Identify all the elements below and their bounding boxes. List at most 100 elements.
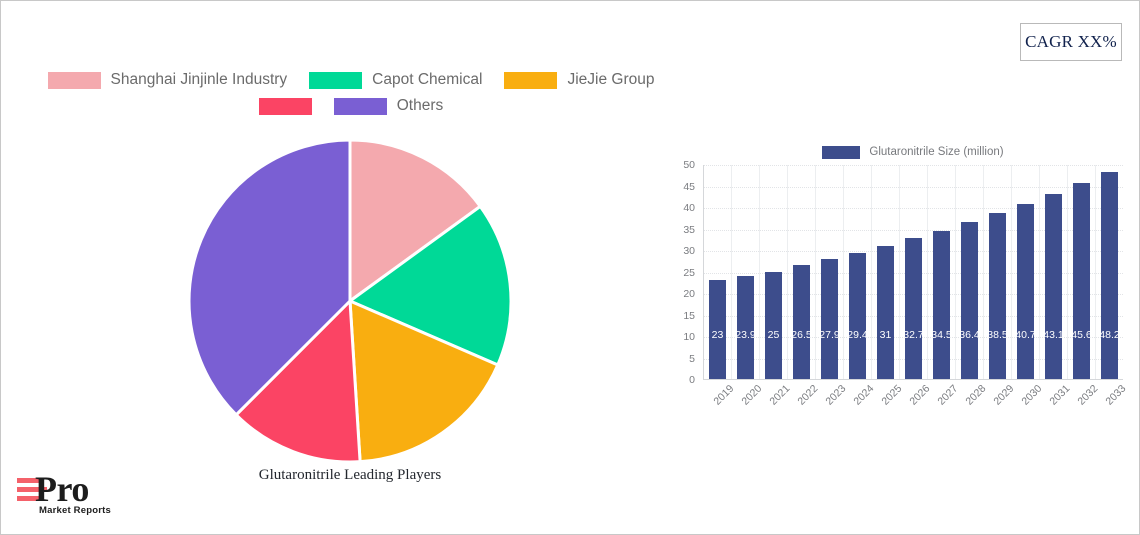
legend-swatch	[47, 71, 101, 89]
logo-mark: Pro Market Reports	[17, 469, 112, 516]
bar[interactable]: 23.9	[735, 276, 756, 379]
bar[interactable]: 23	[708, 280, 727, 379]
pie-legend-row-2: Others	[1, 97, 701, 115]
x-axis-cell: 2022	[787, 381, 820, 431]
x-axis-cell: 2028	[955, 381, 988, 431]
bar-value-label: 26.5	[791, 329, 812, 341]
bar-column: 34.5	[928, 165, 956, 379]
bar[interactable]: 34.5	[931, 230, 952, 379]
y-axis-tick-label: 45	[683, 180, 695, 193]
y-axis-tick-label: 5	[689, 352, 695, 365]
x-axis-cell: 2033	[1095, 381, 1128, 431]
y-axis-tick-label: 40	[683, 202, 695, 214]
bar-column: 29.4	[844, 165, 872, 379]
bar-column: 38.5	[984, 165, 1012, 379]
bar-value-label: 40.7	[1015, 329, 1036, 341]
bar-chart-y-axis: 0 5 10 15 20 25 30 35 40 45 50	[673, 159, 699, 386]
bar[interactable]: 48.2	[1099, 171, 1120, 379]
pie-chart-svg	[187, 138, 513, 464]
bar-value-label: 25	[767, 329, 780, 341]
legend-label: Others	[396, 97, 444, 114]
legend-label: Shanghai Jinjinle Industry	[110, 71, 288, 88]
bar[interactable]: 31	[876, 245, 895, 379]
bar-column: 45.6	[1068, 165, 1096, 379]
pie-slice[interactable]	[187, 138, 352, 417]
bar-value-label: 45.6	[1071, 329, 1092, 341]
x-axis-cell: 2032	[1067, 381, 1100, 431]
bar[interactable]: 25	[764, 271, 783, 379]
bar-chart-x-axis: 2019 2020 2021 2022 2023 2024 2025 2026 2027 2028…	[703, 381, 1128, 431]
bar[interactable]: 26.5	[791, 265, 812, 379]
bar[interactable]: 29.4	[847, 252, 868, 379]
x-axis-cell: 2019	[703, 381, 736, 431]
bar-column: 25	[760, 165, 788, 379]
gridline	[704, 165, 1123, 166]
bar-value-label: 36.4	[959, 329, 980, 341]
pie-legend: Shanghai Jinjinle Industry Capot Chemical…	[1, 71, 701, 123]
bar-plot-area: 0 5 10 15 20 25 30 35 40 45 50 23 23.9 25 26.5 27.9 29.…	[673, 159, 1128, 408]
x-axis-cell: 2029	[983, 381, 1016, 431]
y-axis-tick-label: 30	[683, 245, 695, 257]
y-axis-tick-label: 25	[683, 266, 695, 279]
legend-label: Capot Chemical	[372, 71, 483, 88]
y-axis-tick-label: 50	[683, 159, 695, 171]
bar[interactable]: 38.5	[987, 213, 1008, 379]
bar-value-label: 48.2	[1099, 329, 1120, 341]
gridline	[704, 229, 1123, 231]
bar[interactable]: 27.9	[819, 259, 840, 379]
bar-value-label: 23.9	[735, 329, 756, 341]
pie-legend-item[interactable]	[258, 97, 312, 115]
y-axis-tick-label: 20	[683, 288, 695, 300]
y-axis-tick-label: 0	[689, 374, 695, 386]
pie-legend-item[interactable]: Shanghai Jinjinle Industry	[47, 71, 288, 89]
bar-chart-bars: 23 23.9 25 26.5 27.9 29.4 31 32.7 34.5 36.4 38.5 40…	[704, 165, 1123, 379]
x-axis-tick-label: 2033	[1103, 382, 1129, 408]
bar-column: 23	[704, 165, 732, 379]
gridline	[704, 186, 1123, 188]
bar-column: 26.5	[788, 165, 816, 379]
pie-slice[interactable]	[234, 297, 362, 464]
legend-label: JieJie Group	[567, 71, 655, 88]
bar-column: 32.7	[900, 165, 928, 379]
legend-swatch	[333, 97, 387, 115]
bar-value-label: 32.7	[903, 329, 924, 341]
pie-legend-item[interactable]: Others	[333, 97, 444, 115]
bar-column: 36.4	[956, 165, 984, 379]
bar-column: 48.2	[1096, 165, 1123, 379]
pie-slice[interactable]	[346, 204, 513, 367]
bar[interactable]: 36.4	[959, 222, 980, 379]
pie-chart-caption: Glutaronitrile Leading Players	[258, 467, 442, 483]
bar-column: 27.9	[816, 165, 844, 379]
x-axis-cell: 2030	[1011, 381, 1044, 431]
bar[interactable]: 45.6	[1071, 182, 1092, 379]
bar[interactable]: 40.7	[1015, 204, 1036, 379]
bar-value-label: 43.1	[1043, 329, 1064, 341]
pie-chart	[187, 138, 513, 464]
legend-swatch	[258, 97, 312, 115]
gridline	[704, 208, 1123, 209]
logo-tagline: Market Reports	[39, 505, 111, 516]
bar[interactable]: 43.1	[1043, 193, 1064, 379]
bar[interactable]: 32.7	[903, 238, 924, 379]
x-axis-cell: 2026	[899, 381, 932, 431]
bar-column: 23.9	[732, 165, 760, 379]
pie-legend-item[interactable]: JieJie Group	[504, 71, 654, 89]
pie-slice[interactable]	[348, 138, 483, 304]
cagr-badge: CAGR XX%	[1020, 23, 1122, 61]
bar-legend-swatch	[822, 145, 861, 159]
x-axis-cell: 2024	[843, 381, 876, 431]
bar-value-label: 23	[711, 329, 724, 341]
legend-swatch	[309, 71, 363, 89]
pie-legend-item[interactable]: Capot Chemical	[309, 71, 482, 89]
logo: Pro Market Reports	[17, 469, 112, 523]
x-axis-cell: 2025	[871, 381, 904, 431]
x-axis-cell: 2021	[759, 381, 792, 431]
x-axis-cell: 2020	[731, 381, 764, 431]
logo-wordmark: Pro	[35, 469, 89, 509]
bar-value-label: 29.4	[847, 329, 868, 341]
bar-chart-legend: Glutaronitrile Size (million)	[673, 143, 1123, 161]
pie-slice[interactable]	[348, 298, 500, 464]
bar-chart-plot: 23 23.9 25 26.5 27.9 29.4 31 32.7 34.5 36.4 38.5 40…	[703, 165, 1123, 380]
bar-value-label: 38.5	[987, 329, 1008, 341]
